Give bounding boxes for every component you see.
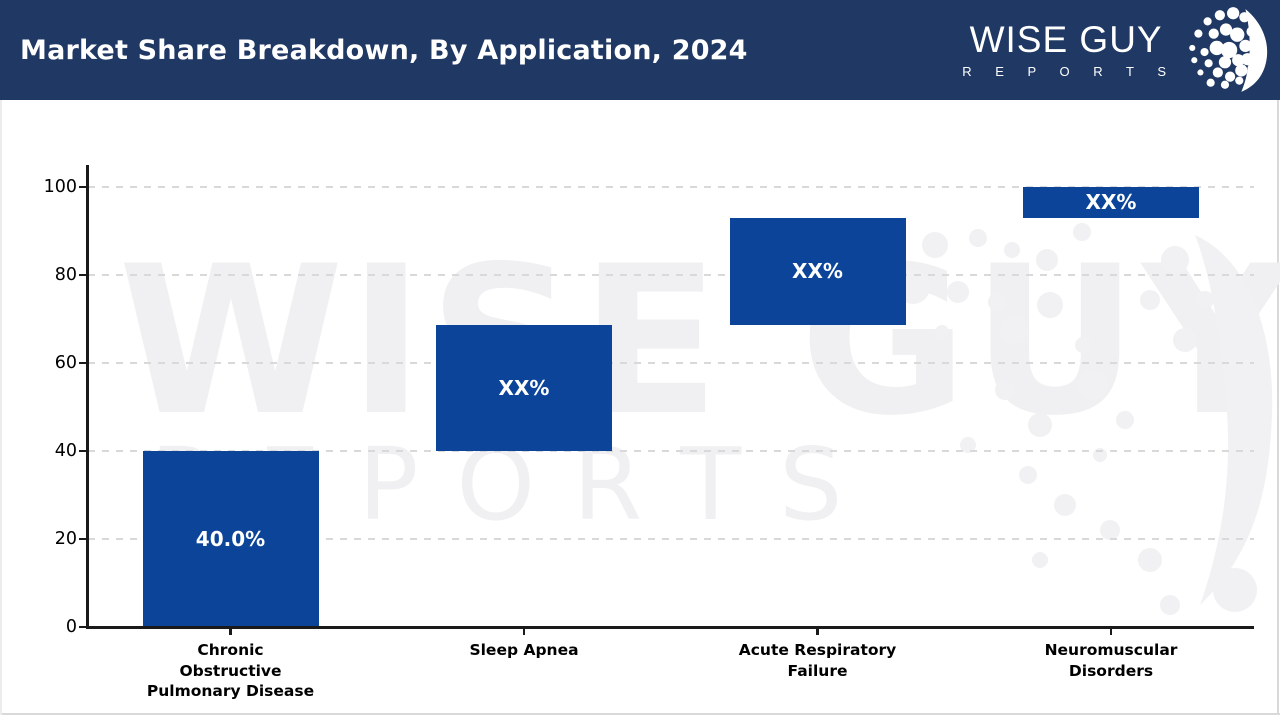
- y-tick-mark: [79, 537, 87, 540]
- y-tick-mark: [79, 361, 87, 364]
- x-tick-mark: [522, 628, 526, 635]
- y-tick-label: 60: [54, 352, 77, 373]
- x-category-label: Sleep Apnea: [469, 641, 579, 659]
- left-divider: [0, 100, 2, 715]
- right-divider: [1277, 100, 1279, 715]
- gridline-80: [88, 273, 1254, 276]
- gridline-20: [88, 537, 1254, 540]
- x-category-label: Acute Respiratory Failure: [738, 641, 897, 680]
- x-category-label: Neuromuscular Disorders: [1044, 641, 1178, 680]
- y-tick-mark: [79, 449, 87, 452]
- y-tick-label: 0: [65, 616, 77, 637]
- bar-3: XX%: [1023, 186, 1199, 218]
- y-tick-label: 100: [43, 176, 77, 197]
- header: Market Share Breakdown, By Application, …: [0, 0, 1280, 100]
- gridline-100: [88, 185, 1254, 188]
- x-tick-mark: [229, 628, 232, 635]
- bar-1: XX%: [436, 325, 612, 451]
- page-title: Market Share Breakdown, By Application, …: [20, 34, 748, 66]
- bottom-divider: [0, 713, 1280, 715]
- bar-value-label: XX%: [792, 259, 843, 284]
- brand-name: WISE GUY: [969, 19, 1163, 60]
- bar-0: 40.0%: [142, 450, 319, 627]
- bar-value-label: XX%: [498, 375, 550, 400]
- bar-2: XX%: [729, 217, 906, 326]
- gridline-40: [88, 449, 1254, 452]
- x-tick-mark: [1109, 628, 1113, 635]
- x-category-label: Chronic Obstructive Pulmonary Disease: [146, 641, 315, 700]
- brand-logo: WISE GUY R E P O R T S: [956, 7, 1272, 93]
- brand-logo-text: WISE GUY R E P O R T S: [956, 21, 1176, 79]
- y-tick-mark: [79, 625, 87, 628]
- y-tick-mark: [79, 273, 87, 276]
- y-tick-label: 40: [54, 440, 77, 461]
- brand-head-icon: [1189, 7, 1268, 92]
- brand-subtitle: R E P O R T S: [962, 64, 1176, 79]
- y-tick-label: 80: [54, 264, 77, 285]
- x-tick-mark: [816, 628, 819, 635]
- y-tick-label: 20: [54, 528, 77, 549]
- x-axis-line: [86, 626, 1254, 629]
- y-axis-line: [86, 165, 89, 628]
- bar-value-label: XX%: [1085, 190, 1137, 215]
- watermark-head-icon: [896, 223, 1273, 615]
- y-tick-mark: [79, 185, 87, 188]
- gridline-60: [88, 361, 1254, 364]
- bar-value-label: 40.0%: [195, 526, 266, 551]
